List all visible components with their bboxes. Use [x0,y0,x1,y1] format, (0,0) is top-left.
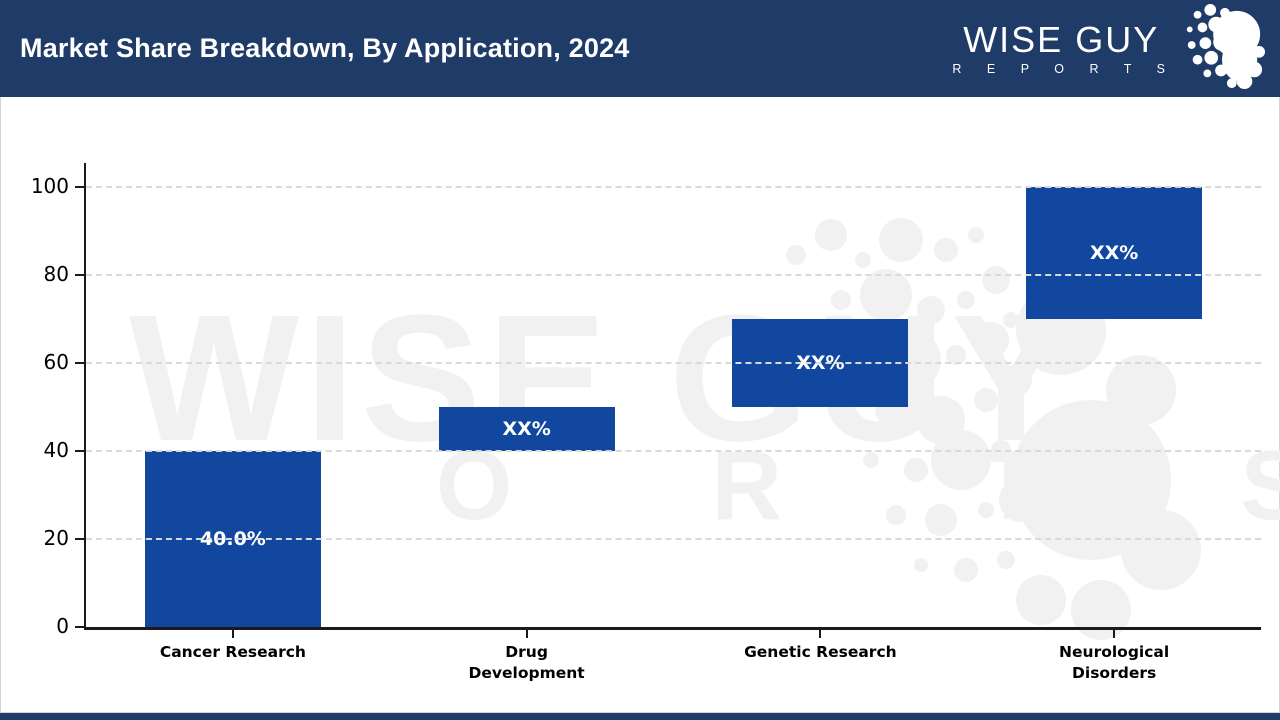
y-tick-20 [75,538,84,540]
y-tick-80 [75,274,84,276]
bar-value-label-drug-development: XX% [502,418,551,440]
x-category-label-neurological-disorders: Neurological Disorders [1059,643,1170,682]
y-tick-0 [75,626,84,628]
page-title: Market Share Breakdown, By Application, … [20,33,630,63]
x-category-label-cancer-research: Cancer Research [159,643,306,661]
footer-bar [0,713,1280,720]
y-tick-60 [75,362,84,364]
y-tick-100 [75,186,84,188]
y-tick-label-0: 0 [56,614,69,638]
chart-area: WISE GUY P O R T S 0 20 40 60 80 100 40.0% Canc… [0,97,1280,713]
gridline-20 [86,538,1261,540]
y-tick-label-100: 100 [30,174,69,198]
x-category-label-drug-development: Drug Development [468,643,585,682]
bar-neurological-disorders: XX% [1026,187,1203,319]
y-tick-40 [75,450,84,452]
y-tick-label-40: 40 [43,438,69,462]
y-tick-label-20: 20 [43,526,69,550]
bar-value-label-neurological-disorders: XX% [1089,242,1139,264]
gridline-80 [86,274,1261,276]
x-tick-genetic-research [819,629,822,638]
y-axis-spine [84,163,86,629]
logo-wordmark: WISE GUY [963,18,1160,60]
gridline-100 [86,186,1261,188]
y-tick-label-80: 80 [43,262,69,286]
x-axis-spine [84,627,1261,630]
x-tick-neurological-disorders [1113,629,1116,638]
y-tick-label-60: 60 [43,350,69,374]
x-tick-drug-development [525,629,528,638]
logo-subtitle: R E P O R T S [952,61,1176,76]
header-bar: Market Share Breakdown, By Application, … [0,0,1280,97]
x-tick-cancer-research [231,629,234,638]
gridline-40 [86,450,1261,452]
bar-drug-development: XX% [438,407,615,451]
gridline-60 [86,362,1261,364]
wise-guy-logo: WISE GUY R E P O R T S [946,1,1266,97]
x-category-label-genetic-research: Genetic Research [744,643,897,661]
face-profile-icon [1178,1,1266,97]
